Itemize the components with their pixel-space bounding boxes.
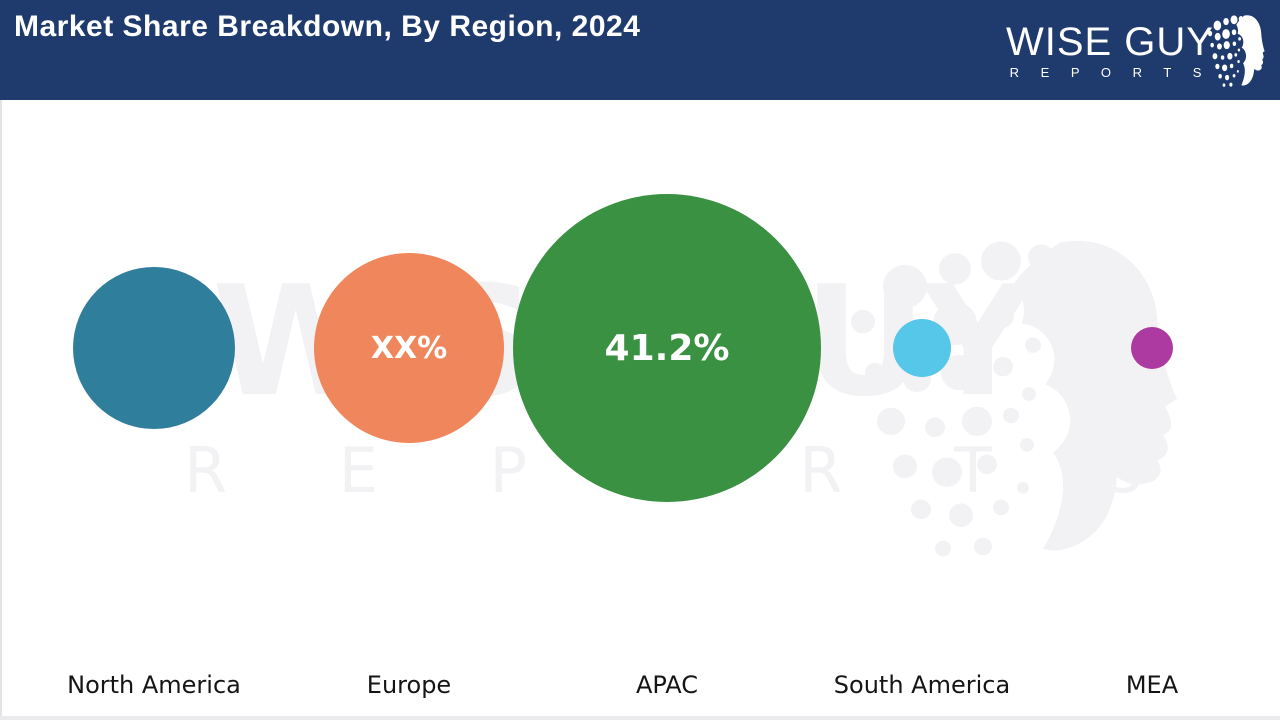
brand-name: WISE GUY — [1005, 19, 1214, 64]
page-title: Market Share Breakdown, By Region, 2024 — [14, 10, 641, 43]
bubble-south-america — [893, 319, 951, 377]
brand-subtitle: R E P O R T S — [1009, 64, 1211, 80]
category-label-mea: MEA — [1125, 671, 1179, 699]
brand-logo-text: WISE GUY R E P O R T S — [1006, 22, 1214, 79]
category-label-europe: Europe — [366, 671, 452, 699]
header-bar: Market Share Breakdown, By Region, 2024 … — [0, 0, 1280, 100]
brand-logo: WISE GUY R E P O R T S — [1006, 6, 1266, 94]
watermark-head-icon — [851, 240, 1177, 557]
plot-left-edge — [0, 100, 2, 716]
brand-head-icon — [1207, 15, 1265, 87]
bubble-apac: 41.2% — [513, 194, 821, 502]
bubble-value-label-europe: XX% — [370, 330, 448, 366]
category-label-north-america: North America — [67, 671, 241, 699]
category-label-apac: APAC — [635, 671, 699, 699]
bubble-value-label-apac: 41.2% — [604, 327, 730, 369]
category-label-south-america: South America — [833, 671, 1011, 699]
bubble-north-america — [73, 267, 235, 429]
plot-bottom-edge — [0, 716, 1280, 720]
bubble-europe: XX% — [314, 253, 504, 443]
bubble-mea — [1131, 327, 1173, 369]
